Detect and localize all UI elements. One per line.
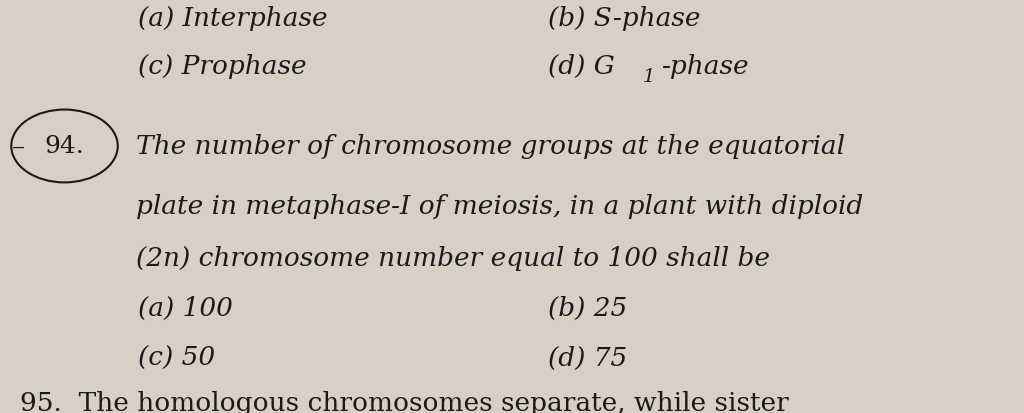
Text: (c) 50: (c) 50	[138, 345, 215, 370]
Text: (2n) chromosome number equal to 100 shall be: (2n) chromosome number equal to 100 shal…	[136, 246, 770, 271]
Text: 94.: 94.	[45, 135, 84, 158]
Text: (b) S-phase: (b) S-phase	[548, 6, 700, 31]
Text: 95.  The homologous chromosomes separate, while sister: 95. The homologous chromosomes separate,…	[20, 390, 790, 413]
Text: (d) 75: (d) 75	[548, 345, 627, 370]
Text: The number of chromosome groups at the equatorial: The number of chromosome groups at the e…	[136, 134, 845, 159]
Text: –: –	[12, 134, 26, 159]
Text: plate in metaphase-I of meiosis, in a plant with diploid: plate in metaphase-I of meiosis, in a pl…	[136, 194, 863, 219]
Text: (d) G: (d) G	[548, 54, 614, 78]
Text: -phase: -phase	[662, 54, 750, 78]
Text: (b) 25: (b) 25	[548, 295, 627, 320]
Text: (c) Prophase: (c) Prophase	[138, 54, 307, 78]
Text: (a) Interphase: (a) Interphase	[138, 6, 328, 31]
Text: 1: 1	[643, 67, 655, 85]
Text: (a) 100: (a) 100	[138, 295, 233, 320]
